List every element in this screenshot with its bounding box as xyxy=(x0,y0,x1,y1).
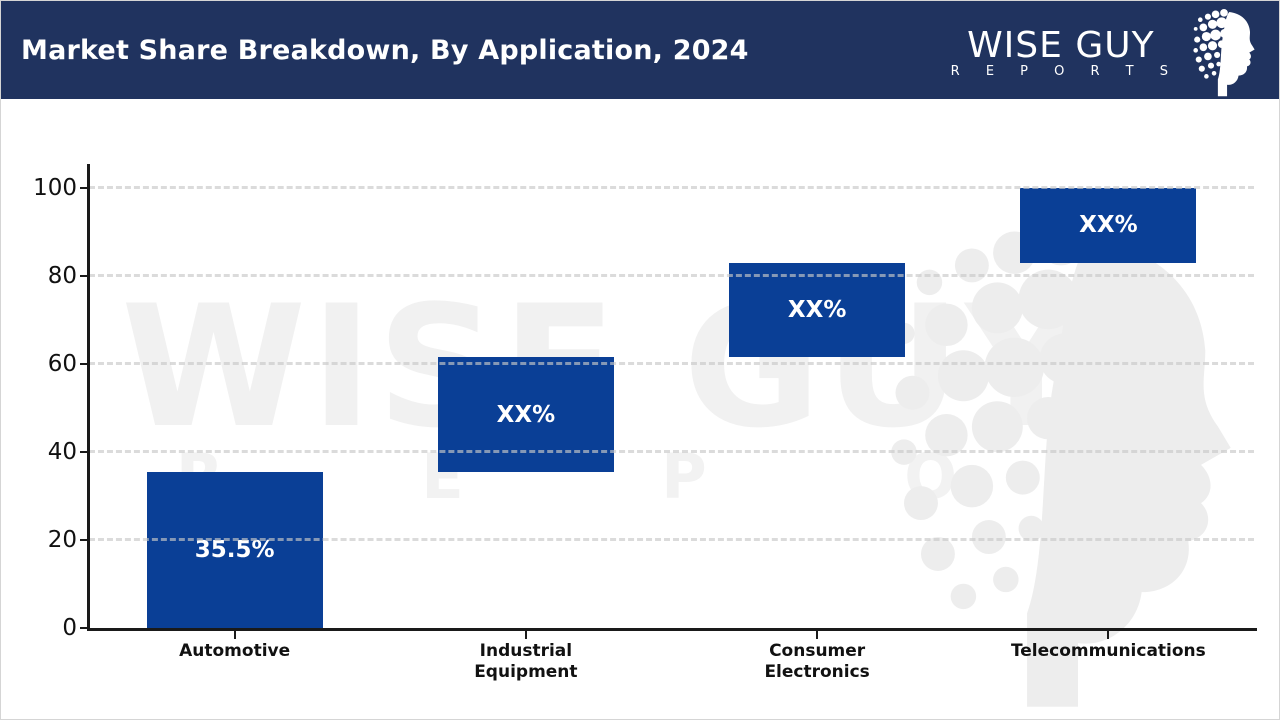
y-axis-line xyxy=(87,164,90,631)
y-tick-mark-60 xyxy=(80,363,89,365)
gridline-80 xyxy=(89,274,1254,277)
x-tick-label-3: Consumer Electronics xyxy=(764,641,870,683)
y-tick-label-40: 40 xyxy=(47,439,77,465)
x-tick-label-1: Automotive xyxy=(179,641,291,661)
y-tick-label-0: 0 xyxy=(62,615,77,641)
y-tick-mark-20 xyxy=(80,539,89,541)
y-tick-mark-80 xyxy=(80,275,89,277)
brand-name: WISE GUY xyxy=(967,24,1155,66)
bar-segment-3: XX% xyxy=(729,262,906,358)
brand-logo-text: WISE GUY R E P O R T S xyxy=(943,24,1179,80)
y-tick-label-80: 80 xyxy=(47,263,77,289)
bar-value-label: XX% xyxy=(496,401,556,428)
x-tick-label-4: Telecommunications xyxy=(1010,641,1206,661)
watermark-head-silhouette xyxy=(891,223,1231,707)
page-title: Market Share Breakdown, By Application, … xyxy=(21,34,749,66)
x-tick-mark-1 xyxy=(233,631,236,639)
y-tick-label-100: 100 xyxy=(33,175,77,201)
gridline-100 xyxy=(89,186,1254,189)
x-tick-label-2: Industrial Equipment xyxy=(474,641,578,683)
y-tick-mark-40 xyxy=(80,451,89,453)
y-tick-label-60: 60 xyxy=(47,351,77,377)
gridline-40 xyxy=(89,450,1254,453)
x-tick-mark-3 xyxy=(816,631,819,639)
gridline-60 xyxy=(89,362,1254,365)
brand-subname: R E P O R T S xyxy=(950,64,1179,80)
brand-head-icon xyxy=(1193,9,1255,97)
y-tick-mark-0 xyxy=(80,627,89,629)
bar-value-label: 35.5% xyxy=(194,536,275,563)
brand-logo: WISE GUY R E P O R T S xyxy=(943,9,1267,97)
bar-segment-2: XX% xyxy=(437,357,614,472)
x-tick-mark-2 xyxy=(524,631,527,639)
y-tick-label-20: 20 xyxy=(47,527,77,553)
bar-segment-1: 35.5% xyxy=(146,471,323,628)
x-axis-line xyxy=(87,628,1257,631)
bar-value-label: XX% xyxy=(1079,212,1138,239)
header-bar: Market Share Breakdown, By Application, … xyxy=(1,1,1279,99)
bar-segment-4: XX% xyxy=(1020,188,1197,263)
y-tick-mark-100 xyxy=(80,187,89,189)
gridline-20 xyxy=(89,538,1254,541)
bar-value-label: XX% xyxy=(787,297,847,324)
x-tick-mark-4 xyxy=(1107,631,1110,639)
